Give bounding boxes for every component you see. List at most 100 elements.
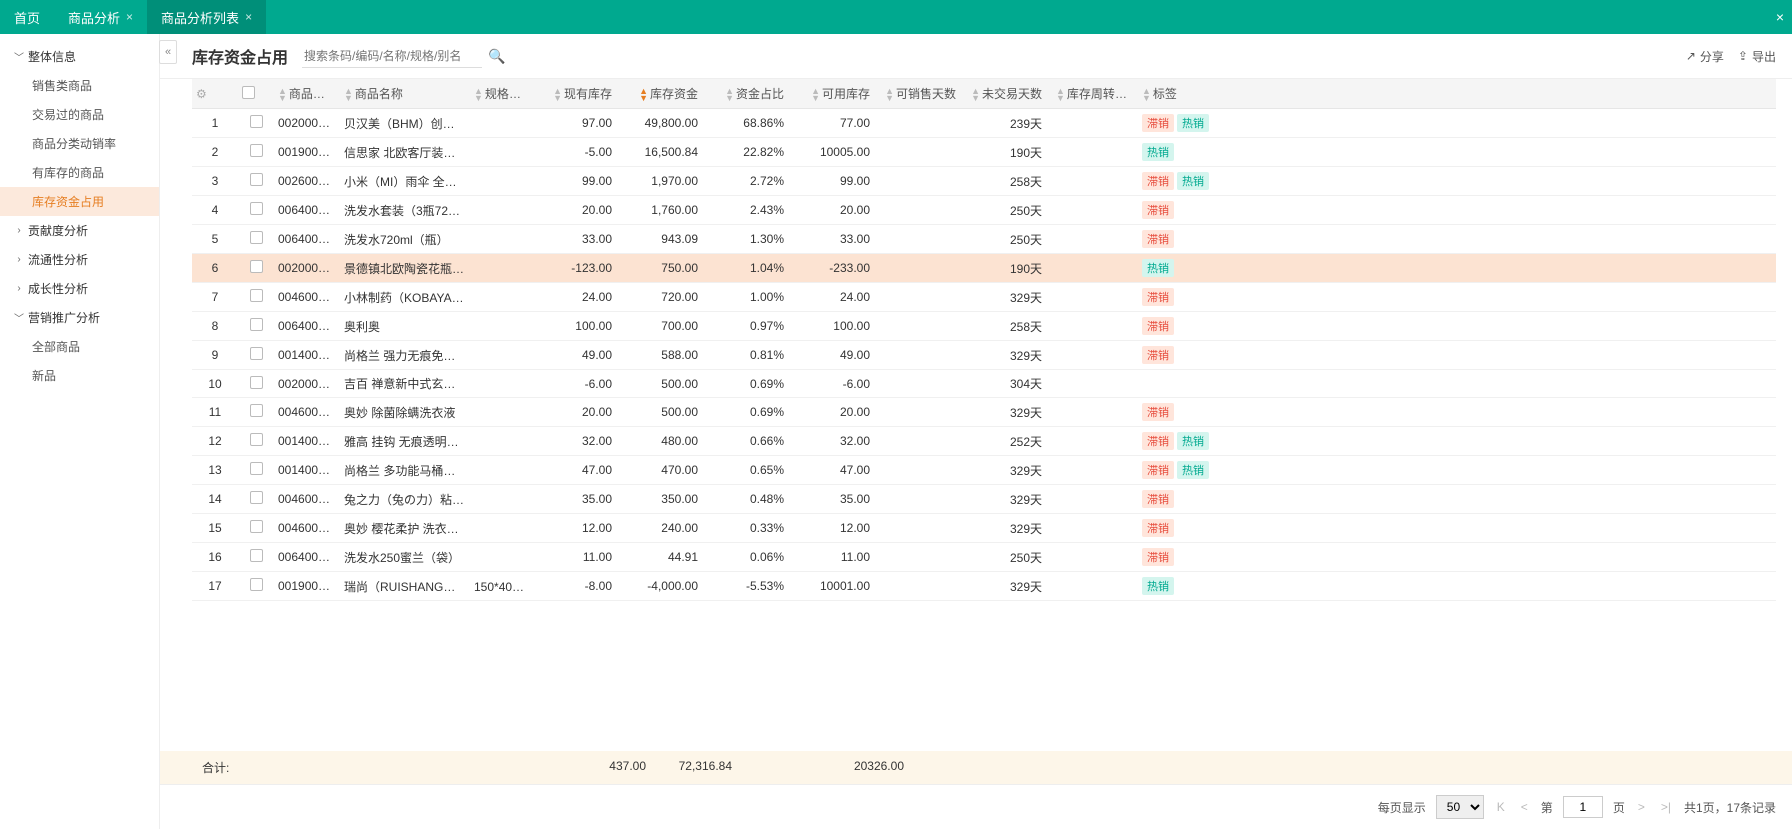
search-input[interactable] [302, 45, 482, 68]
table-row[interactable]: 3002600…小米（MI）雨伞 全自动折叠99.001,970.002.72%… [192, 167, 1776, 196]
sort-icon[interactable]: ▲▼ [474, 88, 483, 102]
table-row[interactable]: 16006400…洗发水250蜜兰（袋）11.0044.910.06%11.00… [192, 543, 1776, 572]
table-row[interactable]: 1002000…贝汉美（BHM）创意北欧…97.0049,800.0068.86… [192, 109, 1776, 138]
row-checkbox[interactable] [250, 289, 263, 302]
table-row[interactable]: 7004600…小林制药（KOBAYASHI）日24.00720.001.00%… [192, 283, 1776, 312]
row-checkbox[interactable] [250, 202, 263, 215]
cell-turn-days [1052, 427, 1138, 456]
tag-badge: 滞销 [1142, 172, 1174, 190]
sort-icon[interactable]: ▲▼ [725, 88, 734, 102]
pager-page-prefix: 第 [1541, 799, 1553, 816]
tag-badge: 滞销 [1142, 201, 1174, 219]
row-checkbox[interactable] [250, 144, 263, 157]
table-row[interactable]: 8006400…奥利奥100.00700.000.97%100.00258天滞销 [192, 312, 1776, 341]
column-header[interactable]: ▲▼未交易天数 [966, 79, 1052, 109]
sidebar-item[interactable]: 交易过的商品 [0, 100, 159, 129]
column-header[interactable]: ▲▼现有库存 [536, 79, 622, 109]
column-header[interactable]: ▲▼可销售天数 [880, 79, 966, 109]
table-row[interactable]: 11004600…奥妙 除菌除螨洗衣液20.00500.000.69%20.00… [192, 398, 1776, 427]
gear-icon[interactable]: ⚙ [196, 87, 207, 101]
sort-icon[interactable]: ▲▼ [278, 88, 287, 102]
per-page-select[interactable]: 50 [1436, 795, 1484, 819]
cell-fund: 470.00 [622, 456, 708, 485]
sort-icon[interactable]: ▲▼ [1142, 88, 1151, 102]
share-button[interactable]: ↗分享 [1686, 48, 1724, 65]
table-row[interactable]: 2001900…信思家 北欧客厅装饰画卧室-5.0016,500.8422.82… [192, 138, 1776, 167]
sidebar-group-label: 整体信息 [28, 48, 76, 65]
row-checkbox[interactable] [250, 231, 263, 244]
row-checkbox[interactable] [250, 260, 263, 273]
row-checkbox[interactable] [250, 318, 263, 331]
row-checkbox[interactable] [250, 404, 263, 417]
pager-page-input[interactable] [1563, 796, 1603, 818]
table-row[interactable]: 9001400…尚格兰 强力无痕免打孔浴室49.00588.000.81%49.… [192, 341, 1776, 370]
column-header[interactable]: ⚙ [192, 79, 238, 109]
sidebar-item[interactable]: 全部商品 [0, 332, 159, 361]
sidebar-item[interactable]: 库存资金占用 [0, 187, 159, 216]
pager-next-button[interactable]: > [1635, 800, 1648, 814]
sidebar-group[interactable]: ﹀营销推广分析 [0, 303, 159, 332]
pager-prev-button[interactable]: < [1518, 800, 1531, 814]
row-checkbox[interactable] [250, 520, 263, 533]
top-tab[interactable]: 首页 [0, 0, 54, 34]
row-checkbox[interactable] [250, 578, 263, 591]
sidebar-item[interactable]: 销售类商品 [0, 71, 159, 100]
table-row[interactable]: 6002000…景德镇北欧陶瓷花瓶摆件 仿-123.00750.001.04%-… [192, 254, 1776, 283]
sort-icon[interactable]: ▲▼ [553, 88, 562, 102]
cell-turn-days [1052, 283, 1138, 312]
column-header[interactable]: ▲▼商品… [274, 79, 340, 109]
sidebar-item[interactable]: 新品 [0, 361, 159, 390]
sidebar-group[interactable]: ›贡献度分析 [0, 216, 159, 245]
table-row[interactable]: 15004600…奥妙 樱花柔护 洗衣凝珠 1012.00240.000.33%… [192, 514, 1776, 543]
table-row[interactable]: 5006400…洗发水720ml（瓶）33.00943.091.30%33.00… [192, 225, 1776, 254]
collapse-sidebar-button[interactable]: « [159, 40, 177, 64]
sidebar-group[interactable]: ﹀整体信息 [0, 42, 159, 71]
close-icon[interactable]: × [126, 10, 133, 24]
checkbox-all[interactable] [242, 86, 255, 99]
column-header[interactable]: ▲▼规格型号 [470, 79, 536, 109]
row-checkbox[interactable] [250, 173, 263, 186]
cell-sale-days [880, 341, 966, 370]
table-row[interactable]: 13001400…尚格兰 多功能马桶刷套装 带47.00470.000.65%4… [192, 456, 1776, 485]
search-icon[interactable]: 🔍 [488, 48, 505, 65]
pager-first-button[interactable]: K [1494, 800, 1508, 814]
sort-icon[interactable]: ▲▼ [639, 88, 648, 102]
close-all-tabs-button[interactable]: × [1776, 0, 1784, 34]
cell-sale-days [880, 398, 966, 427]
column-header[interactable]: ▲▼商品名称 [340, 79, 470, 109]
column-header[interactable]: ▲▼标签 [1138, 79, 1258, 109]
column-header[interactable]: ▲▼库存周转天数 [1052, 79, 1138, 109]
column-label: 可销售天数 [896, 87, 956, 101]
sort-icon[interactable]: ▲▼ [885, 88, 894, 102]
table-row[interactable]: 12001400…雅高 挂钩 无痕透明粘钩 强32.00480.000.66%3… [192, 427, 1776, 456]
column-header[interactable]: ▲▼可用库存 [794, 79, 880, 109]
table-row[interactable]: 17001900…瑞尚（RUISHANG） 卧室…150*40厘米-8.00-4… [192, 572, 1776, 601]
row-checkbox[interactable] [250, 462, 263, 475]
sidebar-item[interactable]: 商品分类动销率 [0, 129, 159, 158]
sort-icon[interactable]: ▲▼ [344, 88, 353, 102]
sidebar-group[interactable]: ›成长性分析 [0, 274, 159, 303]
row-checkbox[interactable] [250, 433, 263, 446]
row-checkbox[interactable] [250, 347, 263, 360]
column-header[interactable]: ▲▼库存资金 [622, 79, 708, 109]
table-row[interactable]: 4006400…洗发水套装（3瓶720ml+1…20.001,760.002.4… [192, 196, 1776, 225]
sort-icon[interactable]: ▲▼ [1056, 88, 1065, 102]
column-header[interactable]: ▲▼资金占比 [708, 79, 794, 109]
top-tab[interactable]: 商品分析× [54, 0, 147, 34]
export-button[interactable]: ⇪导出 [1738, 48, 1776, 65]
close-icon[interactable]: × [245, 10, 252, 24]
sidebar-group[interactable]: ›流通性分析 [0, 245, 159, 274]
row-checkbox[interactable] [250, 491, 263, 504]
sidebar-item[interactable]: 有库存的商品 [0, 158, 159, 187]
column-header[interactable] [238, 79, 274, 109]
table-row[interactable]: 10002000…吉百 禅意新中式玄关摆件客-6.00500.000.69%-6… [192, 370, 1776, 398]
row-checkbox[interactable] [250, 376, 263, 389]
sort-icon[interactable]: ▲▼ [811, 88, 820, 102]
row-checkbox[interactable] [250, 549, 263, 562]
pager-last-button[interactable]: >| [1658, 800, 1674, 814]
sort-icon[interactable]: ▲▼ [971, 88, 980, 102]
top-tab[interactable]: 商品分析列表× [147, 0, 266, 34]
row-checkbox[interactable] [250, 115, 263, 128]
table-row[interactable]: 14004600…兔之力（兔の力）粘毛器粘35.00350.000.48%35.… [192, 485, 1776, 514]
data-table: ⚙ ▲▼商品…▲▼商品名称▲▼规格型号▲▼现有库存▲▼库存资金▲▼资金占比▲▼可用… [192, 79, 1776, 601]
